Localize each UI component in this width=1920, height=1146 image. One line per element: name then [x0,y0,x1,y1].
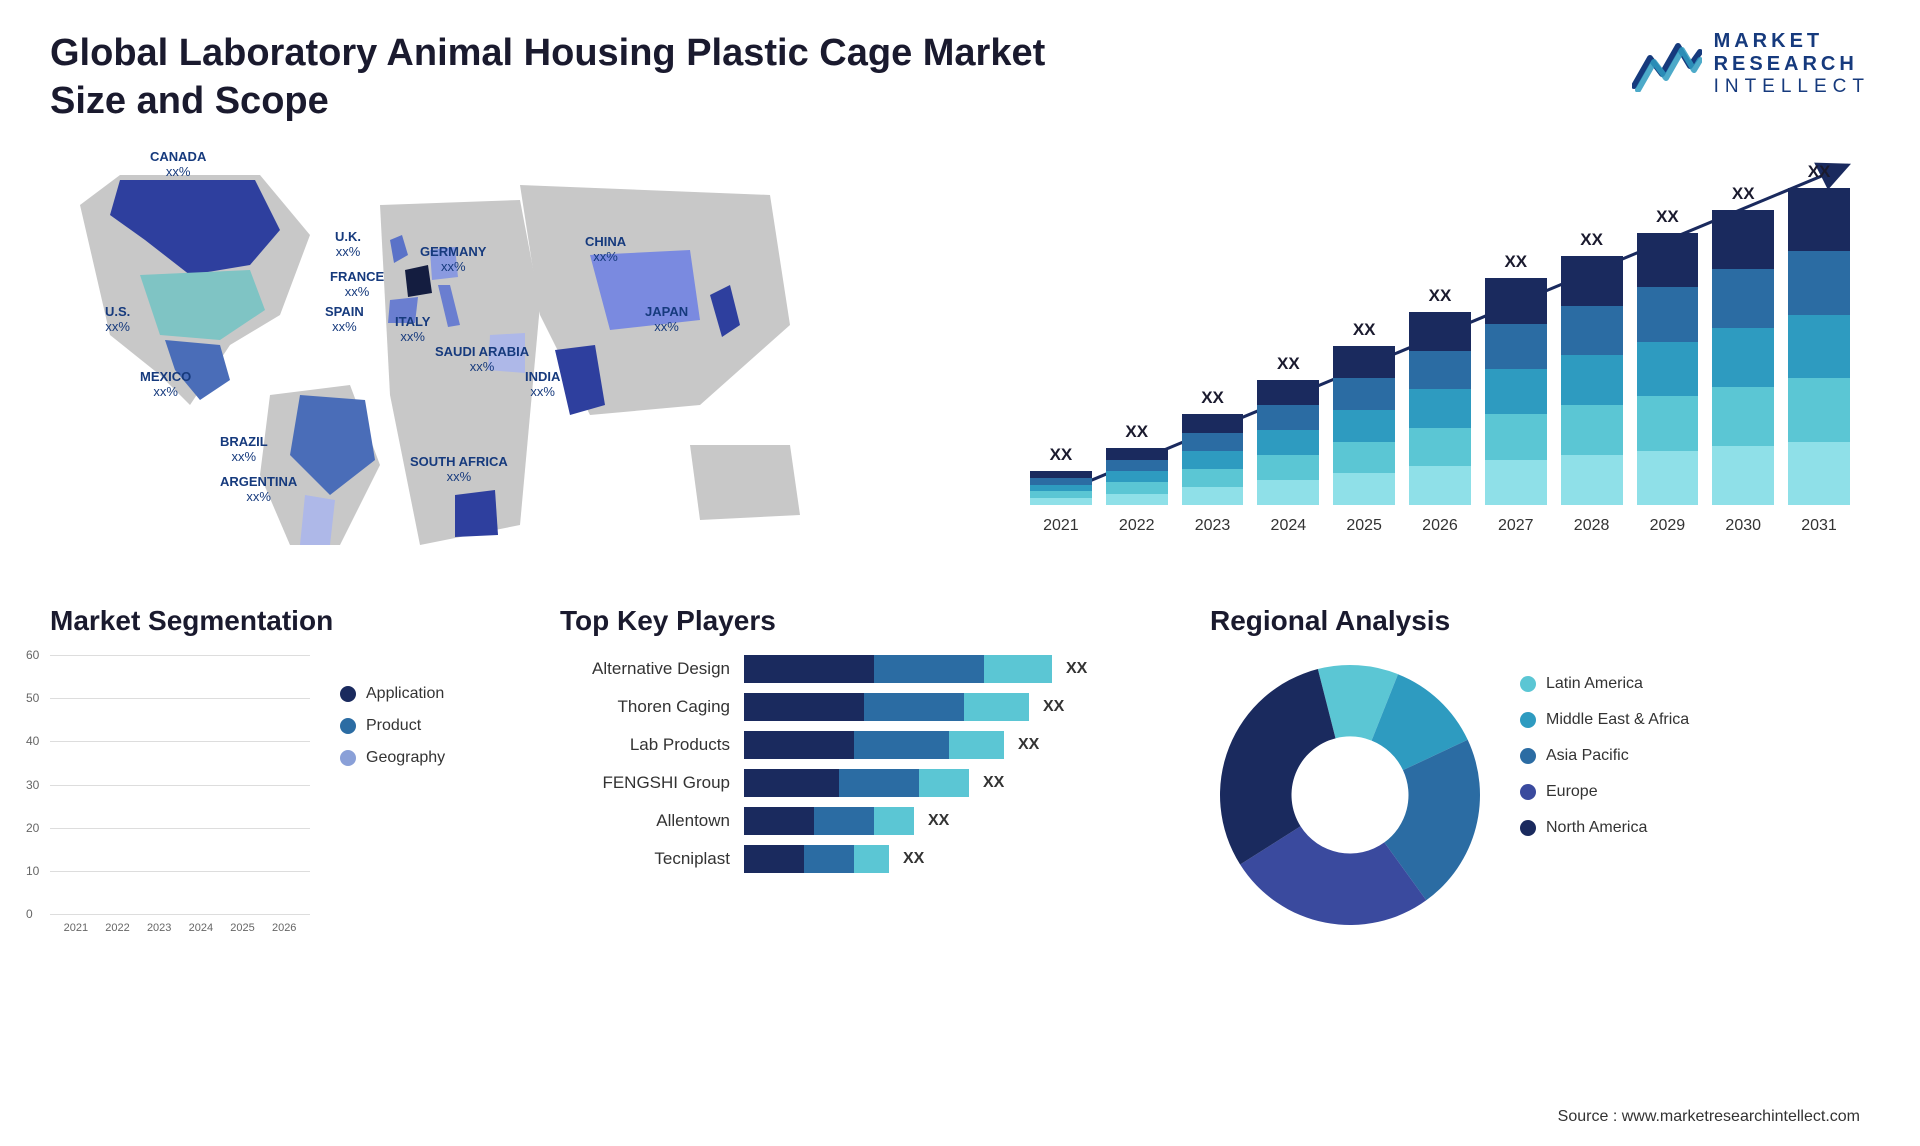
growth-bar: 2021XX [1030,471,1092,505]
segmentation-legend-item: Application [340,685,445,703]
regional-legend-item: Middle East & Africa [1520,711,1689,729]
segmentation-legend-item: Geography [340,749,445,767]
regional-donut [1210,655,1490,935]
logo-line1: MARKET [1714,30,1870,53]
header: Global Laboratory Animal Housing Plastic… [50,30,1870,125]
segmentation-chart: 0102030405060202120222023202420252026 [50,655,310,915]
map-label: INDIAxx% [525,370,560,400]
bottom-row: Market Segmentation 01020304050602021202… [50,605,1870,935]
logo-line2: RESEARCH [1714,53,1870,76]
map-label: U.S.xx% [105,305,130,335]
growth-bar: 2022XX [1106,448,1168,505]
logo-icon [1632,36,1702,92]
growth-bar: 2028XX [1561,256,1623,505]
key-players-heading: Top Key Players [560,605,1180,637]
page-title: Global Laboratory Animal Housing Plastic… [50,30,1050,125]
key-players-rows: Alternative Design XX Thoren Caging XX L… [560,655,1180,873]
growth-bar: 2025XX [1333,346,1395,505]
top-row: CANADAxx% U.S.xx% MEXICOxx% BRAZILxx% AR… [50,145,1870,545]
regional-legend-item: Asia Pacific [1520,747,1689,765]
key-player-row: FENGSHI Group XX [560,769,1180,797]
map-label: ITALYxx% [395,315,430,345]
brand-logo: MARKET RESEARCH INTELLECT [1632,30,1870,98]
regional-heading: Regional Analysis [1210,605,1870,637]
growth-bar: 2029XX [1637,233,1699,505]
map-label: CHINAxx% [585,235,626,265]
map-label: SPAINxx% [325,305,364,335]
regional-legend-item: Europe [1520,783,1689,801]
growth-bar: 2030XX [1712,210,1774,505]
key-player-row: Alternative Design XX [560,655,1180,683]
key-player-row: Allentown XX [560,807,1180,835]
map-label: GERMANYxx% [420,245,486,275]
source-attribution: Source : www.marketresearchintellect.com [1558,1108,1860,1126]
map-label: SAUDI ARABIAxx% [435,345,529,375]
regional-legend: Latin America Middle East & Africa Asia … [1520,655,1689,837]
growth-chart: 2021XX 2022XX2023XX2024XX2025XX2026XX2027… [990,145,1870,545]
key-players-section: Top Key Players Alternative Design XX Th… [560,605,1180,935]
growth-bar: 2027XX [1485,278,1547,505]
growth-bar: 2024XX [1257,380,1319,505]
map-label: U.K.xx% [335,230,361,260]
segmentation-legend: Application Product Geography [340,655,445,915]
key-player-row: Thoren Caging XX [560,693,1180,721]
regional-legend-item: North America [1520,819,1689,837]
regional-legend-item: Latin America [1520,675,1689,693]
regional-section: Regional Analysis Latin America Middle E… [1210,605,1870,935]
map-label: MEXICOxx% [140,370,191,400]
growth-bar: 2031XX [1788,188,1850,505]
segmentation-heading: Market Segmentation [50,605,530,637]
map-label: SOUTH AFRICAxx% [410,455,508,485]
map-label: ARGENTINAxx% [220,475,297,505]
map-label: FRANCExx% [330,270,384,300]
segmentation-section: Market Segmentation 01020304050602021202… [50,605,530,935]
map-label: BRAZILxx% [220,435,268,465]
growth-bar: 2023XX [1182,414,1244,505]
key-player-row: Tecniplast XX [560,845,1180,873]
growth-bar: 2026XX [1409,312,1471,505]
world-map: CANADAxx% U.S.xx% MEXICOxx% BRAZILxx% AR… [50,145,950,545]
map-label: JAPANxx% [645,305,688,335]
map-label: CANADAxx% [150,150,206,180]
segmentation-legend-item: Product [340,717,445,735]
key-player-row: Lab Products XX [560,731,1180,759]
logo-line3: INTELLECT [1714,76,1870,98]
